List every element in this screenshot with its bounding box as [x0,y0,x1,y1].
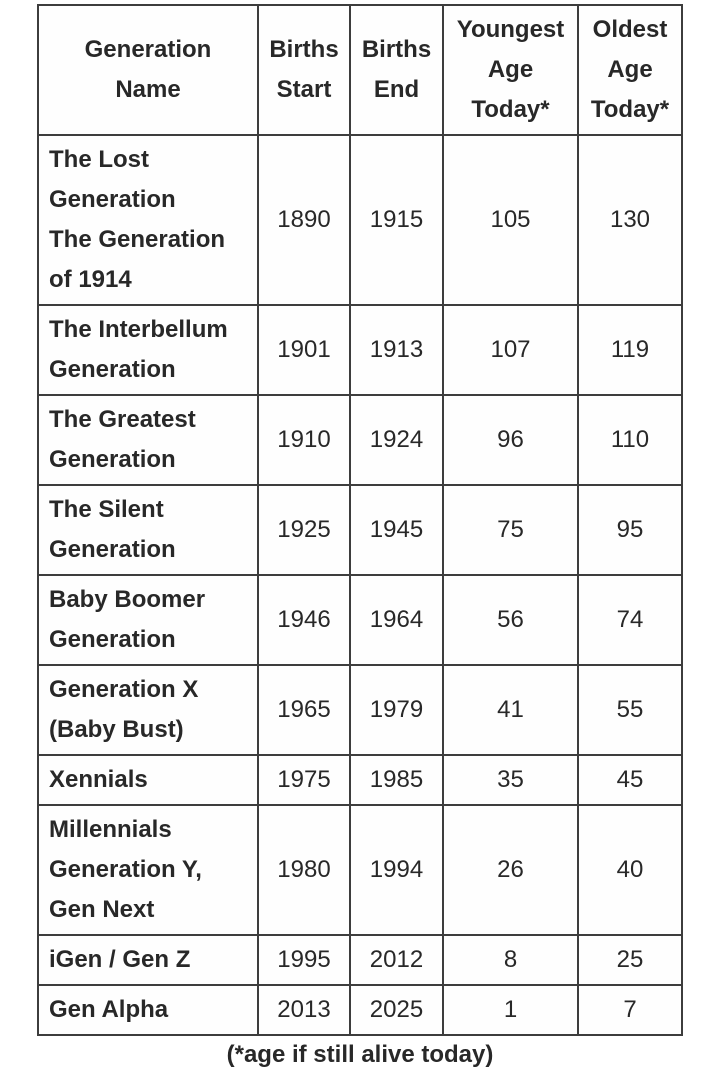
births-end-cell: 1964 [349,574,444,666]
youngest-age-cell: 8 [442,934,579,986]
births-end-cell: 1945 [349,484,444,576]
generation-name-cell: The Interbellum Generation [37,304,259,396]
generation-name-cell: Generation X (Baby Bust) [37,664,259,756]
table-row: The Interbellum Generation 1901 1913 107… [37,304,683,396]
youngest-age-cell: 56 [442,574,579,666]
births-start-cell: 1910 [257,394,351,486]
oldest-age-cell: 119 [577,304,683,396]
births-start-cell: 1890 [257,134,351,306]
header-row: Generation Name Births Start Births End … [37,4,683,136]
table-row: The Lost Generation The Generation of 19… [37,134,683,306]
youngest-age-cell: 75 [442,484,579,576]
youngest-age-cell: 41 [442,664,579,756]
generation-name-cell: iGen / Gen Z [37,934,259,986]
youngest-age-cell: 35 [442,754,579,806]
oldest-age-cell: 7 [577,984,683,1036]
header-generation-name: Generation Name [37,4,259,136]
youngest-age-cell: 96 [442,394,579,486]
table-row: The Silent Generation 1925 1945 75 95 [37,484,683,576]
table-header: Generation Name Births Start Births End … [37,4,683,136]
births-start-cell: 1946 [257,574,351,666]
births-start-cell: 2013 [257,984,351,1036]
youngest-age-cell: 107 [442,304,579,396]
births-start-cell: 1975 [257,754,351,806]
table-row: iGen / Gen Z 1995 2012 8 25 [37,934,683,986]
table-body: The Lost Generation The Generation of 19… [37,134,683,1036]
births-end-cell: 1994 [349,804,444,936]
births-end-cell: 2025 [349,984,444,1036]
births-end-cell: 1979 [349,664,444,756]
births-end-cell: 1924 [349,394,444,486]
births-start-cell: 1901 [257,304,351,396]
generation-name-cell: Baby Boomer Generation [37,574,259,666]
generation-name-cell: The Silent Generation [37,484,259,576]
births-end-cell: 2012 [349,934,444,986]
oldest-age-cell: 45 [577,754,683,806]
table-row: Xennials 1975 1985 35 45 [37,754,683,806]
age-footnote: (*age if still alive today) [226,1041,494,1068]
births-end-cell: 1915 [349,134,444,306]
header-oldest-age: Oldest Age Today* [577,4,683,136]
births-start-cell: 1995 [257,934,351,986]
oldest-age-cell: 95 [577,484,683,576]
header-births-start: Births Start [257,4,351,136]
oldest-age-cell: 74 [577,574,683,666]
generation-name-cell: Xennials [37,754,259,806]
header-youngest-age: Youngest Age Today* [442,4,579,136]
oldest-age-cell: 130 [577,134,683,306]
table-row: Baby Boomer Generation 1946 1964 56 74 [37,574,683,666]
table-row: Millennials Generation Y, Gen Next 1980 … [37,804,683,936]
header-births-end: Births End [349,4,444,136]
youngest-age-cell: 105 [442,134,579,306]
youngest-age-cell: 26 [442,804,579,936]
oldest-age-cell: 55 [577,664,683,756]
births-end-cell: 1913 [349,304,444,396]
births-start-cell: 1965 [257,664,351,756]
youngest-age-cell: 1 [442,984,579,1036]
table-row: The Greatest Generation 1910 1924 96 110 [37,394,683,486]
table-row: Gen Alpha 2013 2025 1 7 [37,984,683,1036]
generation-name-cell: Gen Alpha [37,984,259,1036]
oldest-age-cell: 110 [577,394,683,486]
births-start-cell: 1925 [257,484,351,576]
table-row: Generation X (Baby Bust) 1965 1979 41 55 [37,664,683,756]
births-start-cell: 1980 [257,804,351,936]
births-end-cell: 1985 [349,754,444,806]
generation-name-cell: The Lost Generation The Generation of 19… [37,134,259,306]
generations-table: Generation Name Births Start Births End … [37,4,683,1036]
generation-name-cell: Millennials Generation Y, Gen Next [37,804,259,936]
generation-name-cell: The Greatest Generation [37,394,259,486]
oldest-age-cell: 40 [577,804,683,936]
oldest-age-cell: 25 [577,934,683,986]
